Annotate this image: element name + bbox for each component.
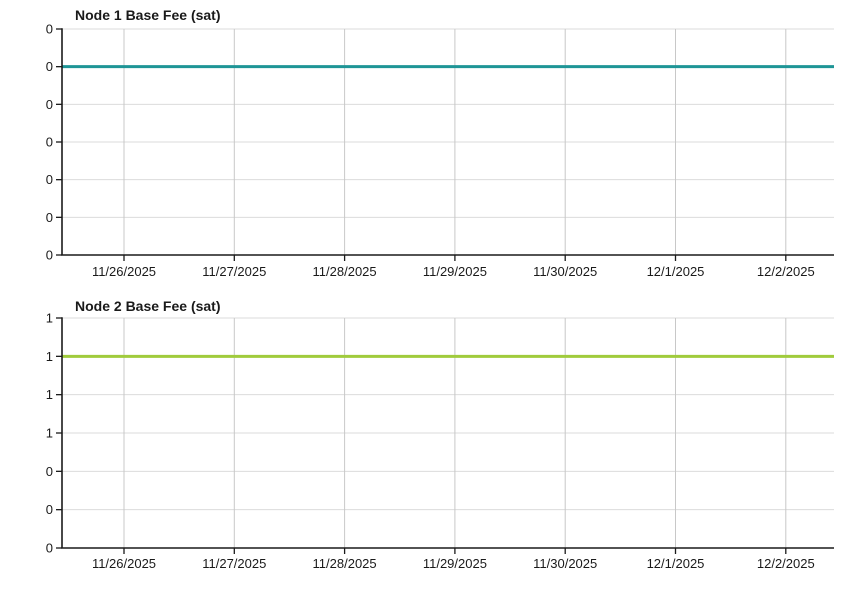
y-tick-label: 1 xyxy=(46,311,53,326)
y-tick-label: 0 xyxy=(46,502,53,517)
y-tick-label: 0 xyxy=(46,22,53,37)
y-tick-label: 0 xyxy=(46,97,53,112)
x-tick-label: 12/2/2025 xyxy=(757,264,815,279)
x-tick-label: 11/26/2025 xyxy=(92,264,156,279)
y-tick-label: 0 xyxy=(46,464,53,479)
x-tick-label: 11/27/2025 xyxy=(202,264,266,279)
x-tick-label: 11/27/2025 xyxy=(202,556,266,571)
x-tick-label: 12/1/2025 xyxy=(647,264,705,279)
y-tick-label: 1 xyxy=(46,349,53,364)
y-tick-label: 1 xyxy=(46,387,53,402)
y-tick-label: 0 xyxy=(46,541,53,556)
x-tick-label: 11/28/2025 xyxy=(313,264,377,279)
x-tick-label: 11/28/2025 xyxy=(313,556,377,571)
x-tick-label: 11/30/2025 xyxy=(533,556,597,571)
x-tick-label: 12/1/2025 xyxy=(647,556,705,571)
y-tick-label: 0 xyxy=(46,135,53,150)
x-tick-label: 11/29/2025 xyxy=(423,264,487,279)
x-tick-label: 12/2/2025 xyxy=(757,556,815,571)
y-tick-label: 1 xyxy=(46,426,53,441)
y-tick-label: 0 xyxy=(46,172,53,187)
y-tick-label: 0 xyxy=(46,210,53,225)
x-tick-label: 11/29/2025 xyxy=(423,556,487,571)
x-tick-label: 11/26/2025 xyxy=(92,556,156,571)
node2-base-fee-chart: 11/26/2025 11/27/2025 11/28/2025 11/29/2025… xyxy=(46,311,834,571)
y-tick-label: 0 xyxy=(46,59,53,74)
node2-chart-title: Node 2 Base Fee (sat) xyxy=(75,298,221,314)
y-tick-label: 0 xyxy=(46,248,53,263)
x-tick-label: 11/30/2025 xyxy=(533,264,597,279)
node1-chart-title: Node 1 Base Fee (sat) xyxy=(75,7,221,23)
node1-base-fee-chart: 11/26/2025 11/27/2025 11/28/2025 11/29/2025… xyxy=(46,22,834,279)
